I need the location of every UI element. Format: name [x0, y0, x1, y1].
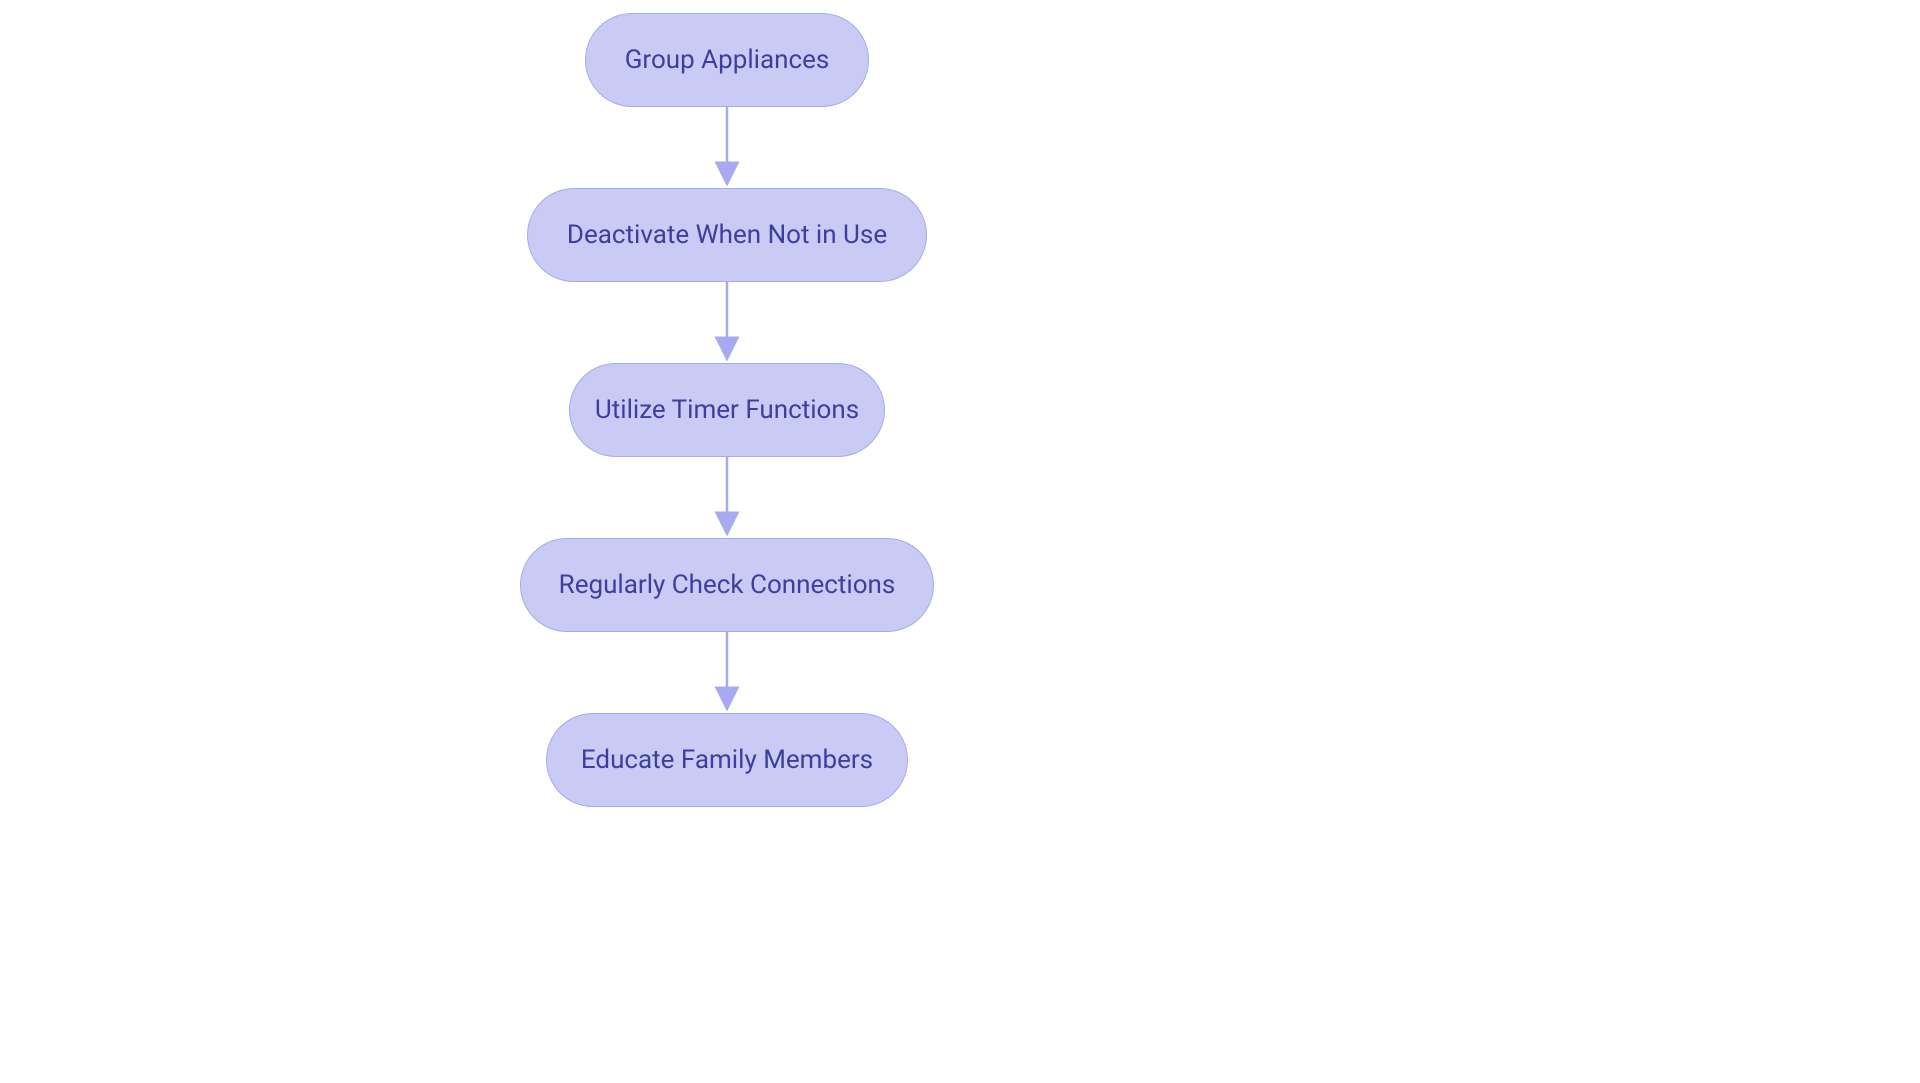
flowchart-edge	[712, 282, 742, 363]
node-label: Utilize Timer Functions	[595, 395, 859, 425]
flowchart-edge	[712, 107, 742, 188]
node-label: Group Appliances	[625, 45, 830, 75]
flowchart-node: Utilize Timer Functions	[569, 363, 885, 457]
node-label: Educate Family Members	[581, 745, 873, 775]
flowchart-canvas: Group Appliances Deactivate When Not in …	[0, 0, 1920, 1083]
flowchart-node: Deactivate When Not in Use	[527, 188, 927, 282]
flowchart-edge	[712, 457, 742, 538]
node-label: Regularly Check Connections	[559, 570, 896, 600]
flowchart-node: Regularly Check Connections	[520, 538, 934, 632]
node-label: Deactivate When Not in Use	[567, 220, 887, 250]
flowchart-edge	[712, 632, 742, 713]
flowchart-node: Educate Family Members	[546, 713, 908, 807]
flowchart-node: Group Appliances	[585, 13, 869, 107]
